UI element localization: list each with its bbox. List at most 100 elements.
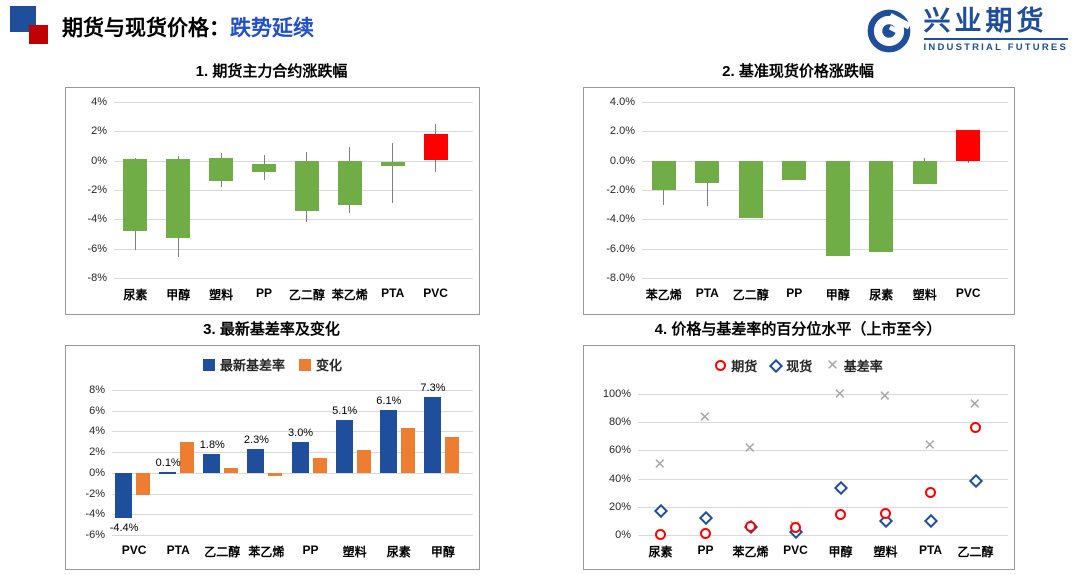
x-category-label: 尿素 (648, 545, 673, 559)
y-gridline (642, 160, 1008, 162)
data-label: 3.0% (288, 426, 314, 439)
x-category-label: 尿素 (123, 288, 148, 302)
chart4-percentile-plot: 期货 现货 ✕ 基差率 100% 80% 60% 40% 20% 0% 尿素 PP 苯乙烯 PVC 甲醇 塑料… (583, 345, 1015, 570)
basis-rate-bar (203, 454, 221, 473)
basis-rate-marker: ✕ (698, 408, 712, 426)
page-title-black: 期货与现货价格： (62, 17, 230, 40)
x-category-label: PTA (695, 286, 719, 300)
x-category-label: 尿素 (869, 288, 894, 302)
chart1-futures-change-plot: 4% 2% 0% -2% -4% -6% -8% 尿素 甲醇 塑料 PP 乙二醇 苯乙烯 PTA PVC (65, 87, 480, 315)
legend-swatch (299, 358, 311, 371)
legend-item: 最新基差率 (202, 355, 285, 374)
basis-rate-bar (335, 420, 353, 473)
legend-item: 现货 (769, 356, 813, 375)
y-tick-label: 2% (91, 125, 107, 138)
y-gridline (114, 190, 473, 191)
data-label: 6.1% (376, 394, 402, 407)
y-gridline (642, 248, 1008, 250)
legend-marker-circle (715, 360, 727, 371)
basis-rate-marker: ✕ (968, 396, 982, 414)
chart2-spot-change-plot: 4.0% 2.0% 0.0% -2.0% -4.0% -6.0% -8.0% 苯乙烯 PTA 乙二… (583, 87, 1015, 315)
change-bar (444, 436, 459, 473)
x-category-label: 乙二醇 (957, 545, 994, 559)
page-title-accent: 跌势延续 (230, 17, 314, 40)
legend-label: 现货 (786, 359, 813, 374)
candle-bar (956, 129, 981, 161)
futures-marker (924, 486, 936, 498)
candle-bar (166, 159, 191, 239)
basis-rate-marker: ✕ (653, 455, 667, 473)
y-tick-label: 0% (615, 529, 631, 541)
y-gridline (642, 131, 1008, 133)
y-tick-label: 20% (608, 500, 631, 513)
legend-item: 变化 (299, 355, 342, 374)
change-bar (268, 472, 283, 476)
x-category-label: 甲醇 (430, 545, 455, 559)
x-category-label: PTA (381, 286, 405, 300)
legend-marker-x: ✕ (826, 357, 839, 374)
y-gridline (114, 219, 473, 221)
y-tick-label: -2.0% (606, 184, 635, 196)
logo-chinese-name: 兴业期货 (923, 5, 1048, 36)
y-tick-label: 4% (89, 425, 105, 438)
x-category-label: 塑料 (873, 545, 898, 559)
y-gridline (642, 102, 1008, 103)
futures-marker (654, 529, 666, 540)
x-category-label: PVC (121, 543, 147, 557)
spot-marker (923, 513, 938, 528)
chart3-basis-rate-plot: 最新基差率 变化 8% 6% 4% 2% 0% -2% -4% -6% PVC PTA 乙二醇 苯乙烯 PP… (65, 345, 480, 570)
chart1-title: 1. 期货主力合约涨跌幅 (195, 63, 348, 80)
y-tick-label: -4.0% (606, 213, 635, 226)
y-gridline (114, 160, 473, 162)
chart-legend: 期货 现货 ✕ 基差率 (584, 356, 1014, 375)
futures-marker (879, 507, 891, 519)
y-tick-label: -6% (87, 242, 107, 255)
spot-marker (968, 474, 983, 489)
x-category-label: 苯乙烯 (645, 288, 682, 302)
futures-marker (969, 421, 981, 433)
y-tick-label: 2.0% (609, 125, 635, 138)
x-category-label: PP (697, 543, 714, 557)
futures-marker (744, 520, 756, 532)
chart2-title: 2. 基准现货价格涨跌幅 (722, 63, 874, 80)
y-tick-label: 0% (91, 154, 107, 167)
company-logo: 兴业期货 INDUSTRIAL FUTURES (862, 6, 1068, 54)
futures-marker (699, 528, 711, 540)
y-tick-label: 80% (608, 416, 631, 429)
y-tick-label: -2% (87, 184, 107, 196)
y-tick-label: 8% (89, 384, 105, 396)
legend-label: 变化 (316, 358, 343, 373)
y-tick-label: -4% (87, 213, 107, 226)
y-tick-label: 0% (89, 466, 105, 479)
y-gridline (638, 535, 1008, 536)
candle-bar (651, 160, 676, 190)
x-category-label: 甲醇 (825, 288, 850, 302)
x-category-label: 苯乙烯 (248, 545, 285, 559)
spot-marker (698, 511, 713, 526)
y-gridline (112, 410, 473, 412)
data-label: 7.3% (420, 382, 446, 395)
x-category-label: 乙二醇 (732, 288, 769, 302)
y-gridline (112, 431, 473, 433)
legend-swatch (202, 358, 215, 371)
y-tick-label: -8% (87, 272, 107, 284)
y-gridline (112, 472, 473, 474)
y-tick-label: 4% (91, 96, 107, 108)
x-category-label: 尿素 (386, 545, 411, 559)
x-category-label: 苯乙烯 (331, 288, 368, 302)
x-category-label: PVC (423, 286, 448, 300)
spot-marker (833, 481, 848, 496)
x-category-label: PVC (783, 543, 808, 557)
chart4-title: 4. 价格与基差率的百分位水平（上市至今） (654, 321, 942, 338)
logo-swirl-icon (867, 9, 911, 53)
candle-bar (695, 160, 720, 183)
change-bar (136, 472, 151, 495)
x-category-label: PTA (166, 543, 190, 557)
candle-bar (825, 160, 850, 256)
basis-rate-bar (115, 472, 133, 519)
candle-bar (209, 157, 234, 182)
chart-legend: 最新基差率 变化 (66, 355, 479, 374)
y-tick-label: 6% (89, 404, 105, 417)
x-category-label: PP (302, 543, 319, 557)
legend-marker-diamond (769, 358, 784, 373)
